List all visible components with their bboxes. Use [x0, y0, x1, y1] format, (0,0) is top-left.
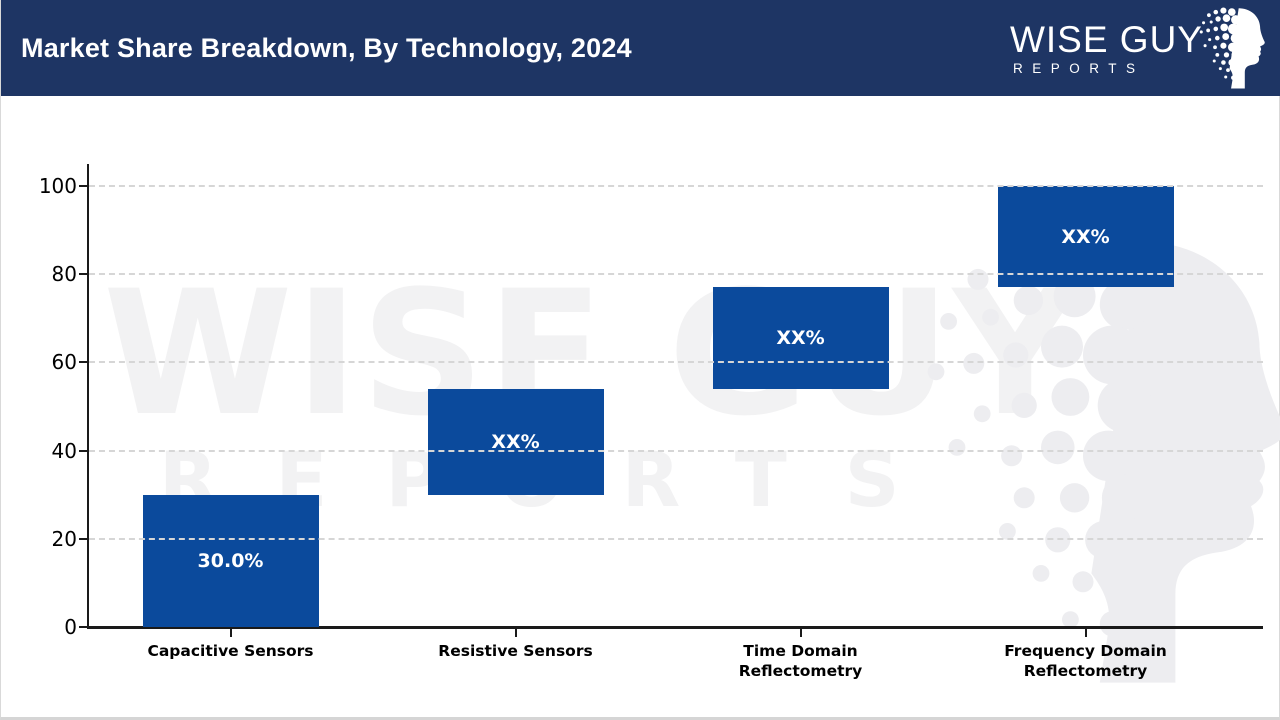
x-axis-spine — [87, 626, 1263, 629]
y-tick-label: 60 — [51, 350, 77, 375]
y-tick-mark — [79, 449, 87, 452]
x-tick-mark — [799, 628, 802, 637]
bar — [427, 388, 604, 495]
bar-value-label: XX% — [776, 327, 825, 350]
grid-line — [89, 361, 1263, 364]
bar — [142, 494, 319, 627]
x-tick-label: Resistive Sensors — [438, 642, 593, 660]
x-tick-mark — [514, 628, 517, 637]
bar-value-label: XX% — [491, 430, 540, 453]
bar — [712, 287, 889, 389]
bar-chart: 0 20 40 60 80 100 30.0% Capacitive Sensors XX% Re… — [1, 96, 1280, 720]
y-tick-label: 0 — [64, 615, 77, 639]
grid-line — [89, 449, 1263, 452]
x-tick-label: Frequency Domain Reflectometry — [1004, 642, 1167, 681]
grid-line — [89, 185, 1263, 187]
y-tick-label: 100 — [38, 174, 77, 198]
bar-value-label: XX% — [1061, 225, 1110, 248]
y-axis-spine — [87, 164, 89, 627]
x-tick-mark — [229, 628, 232, 637]
bar — [997, 186, 1174, 288]
y-tick-label: 20 — [51, 526, 77, 551]
x-tick-label: Time Domain Reflectometry — [738, 642, 863, 681]
chart-title: Market Share Breakdown, By Technology, 2… — [21, 32, 632, 63]
brand-reports-label: REPORTS — [1012, 60, 1145, 76]
x-tick-label: Capacitive Sensors — [147, 642, 314, 660]
brand-wiseguy-label: WISE GUY — [1009, 18, 1203, 60]
y-tick-mark — [79, 537, 87, 540]
grid-line — [89, 273, 1263, 276]
y-tick-label: 40 — [51, 438, 77, 463]
brand-logo: WISE GUY REPORTS — [1010, 6, 1280, 90]
y-tick-mark — [79, 185, 87, 187]
header-bar: Market Share Breakdown, By Technology, 2… — [1, 0, 1280, 96]
x-tick-mark — [1084, 628, 1087, 637]
y-tick-mark — [79, 361, 87, 364]
brand-logo-text: WISE GUY REPORTS — [1010, 21, 1203, 76]
bar-value-label: 30.0% — [197, 549, 264, 572]
y-tick-label: 80 — [51, 262, 77, 287]
y-tick-mark — [79, 626, 87, 628]
y-tick-mark — [79, 273, 87, 276]
grid-line — [89, 537, 1263, 540]
